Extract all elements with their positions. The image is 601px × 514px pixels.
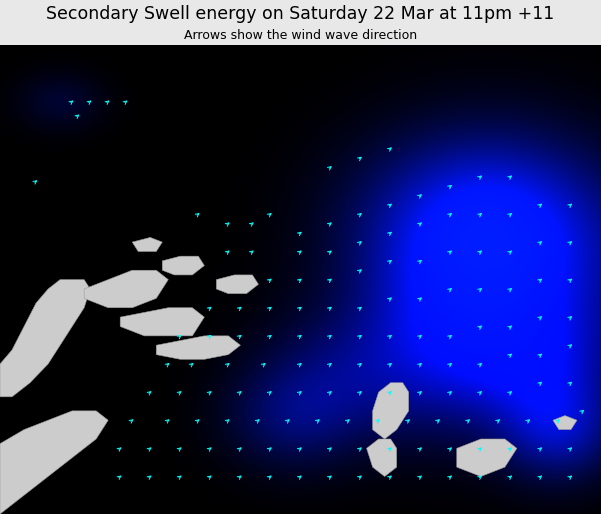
Polygon shape (120, 308, 204, 336)
Polygon shape (132, 237, 162, 251)
Text: Arrows show the wind wave direction: Arrows show the wind wave direction (184, 29, 417, 42)
Text: Secondary Swell energy on Saturday 22 Mar at 11pm +11: Secondary Swell energy on Saturday 22 Ma… (46, 6, 555, 24)
Polygon shape (0, 411, 108, 514)
Polygon shape (367, 439, 397, 476)
Polygon shape (84, 270, 168, 308)
Polygon shape (0, 280, 90, 397)
Polygon shape (457, 439, 517, 476)
Polygon shape (162, 256, 204, 275)
Polygon shape (553, 415, 577, 430)
Polygon shape (156, 336, 240, 359)
Polygon shape (216, 275, 258, 293)
Polygon shape (373, 383, 409, 439)
